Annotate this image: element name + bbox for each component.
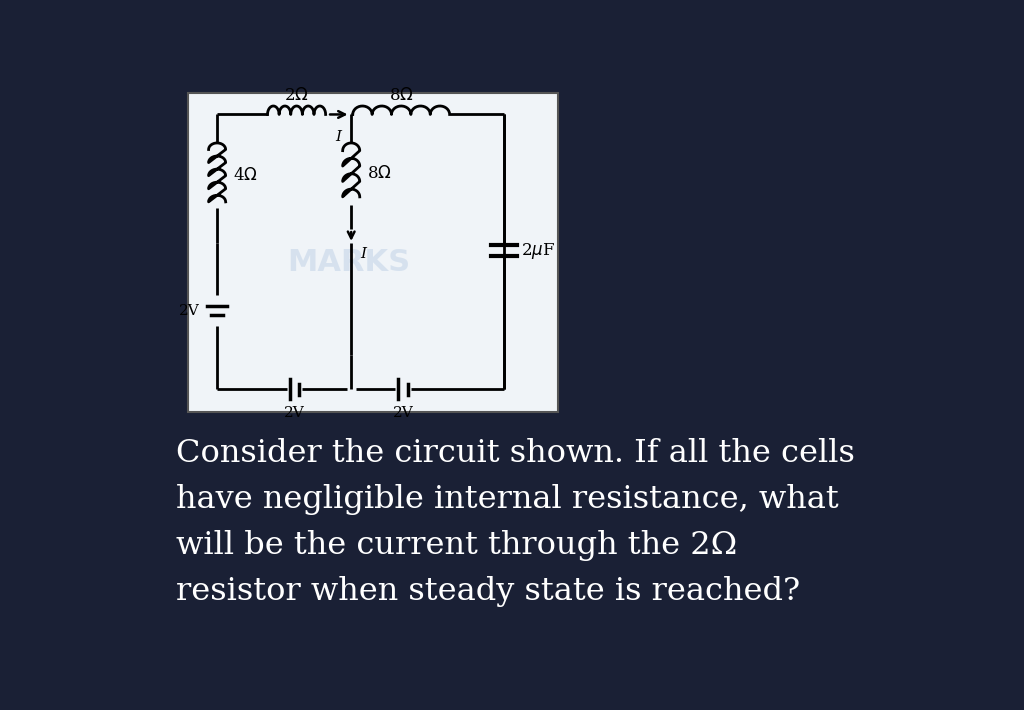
Text: will be the current through the 2Ω: will be the current through the 2Ω xyxy=(176,530,737,562)
Text: 2V: 2V xyxy=(393,406,414,420)
Text: Consider the circuit shown. If all the cells: Consider the circuit shown. If all the c… xyxy=(176,438,855,469)
Text: 2$\mu$F: 2$\mu$F xyxy=(521,241,555,261)
FancyBboxPatch shape xyxy=(188,93,558,413)
Text: I: I xyxy=(335,130,341,144)
Text: resistor when steady state is reached?: resistor when steady state is reached? xyxy=(176,577,800,608)
Text: 2$\Omega$: 2$\Omega$ xyxy=(285,87,309,104)
Text: 2V: 2V xyxy=(285,406,305,420)
Text: MARKS: MARKS xyxy=(288,248,411,277)
Text: I: I xyxy=(360,247,367,261)
Text: 8$\Omega$: 8$\Omega$ xyxy=(389,87,414,104)
Text: have negligible internal resistance, what: have negligible internal resistance, wha… xyxy=(176,484,839,515)
Text: 2V: 2V xyxy=(179,304,200,318)
Text: 4$\Omega$: 4$\Omega$ xyxy=(232,167,257,184)
Text: 8$\Omega$: 8$\Omega$ xyxy=(367,165,391,182)
